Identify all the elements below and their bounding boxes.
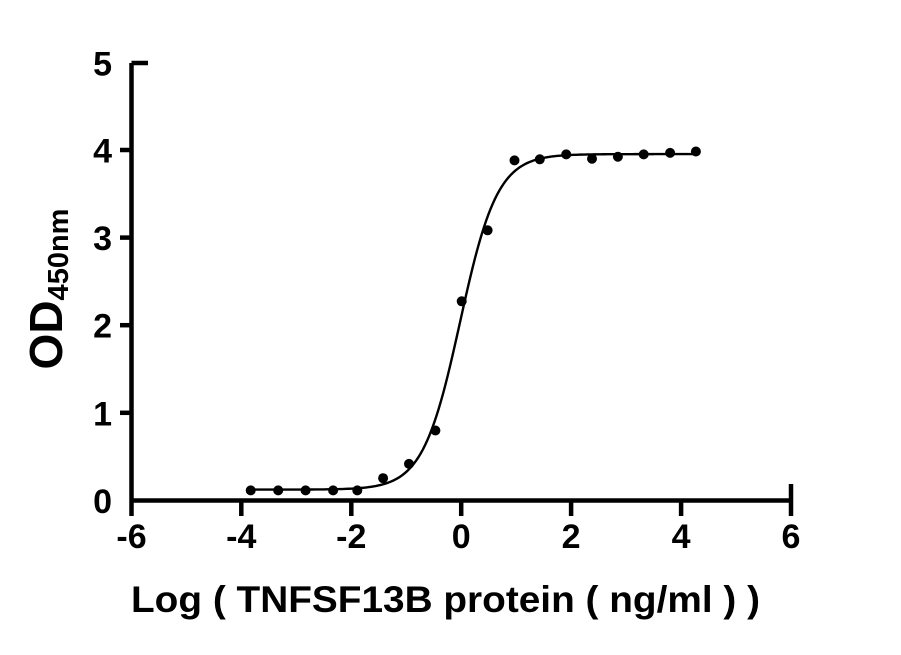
svg-text:0: 0 xyxy=(452,518,471,556)
svg-text:2: 2 xyxy=(562,518,581,556)
svg-text:0: 0 xyxy=(93,483,112,521)
svg-text:3: 3 xyxy=(93,220,112,258)
svg-text:OD450nm: OD450nm xyxy=(20,209,75,370)
svg-text:2: 2 xyxy=(93,308,112,346)
svg-text:6: 6 xyxy=(782,518,801,556)
svg-text:Log ( TNFSF13B protein ( ng/ml: Log ( TNFSF13B protein ( ng/ml ) ) xyxy=(131,579,760,620)
svg-text:-6: -6 xyxy=(116,518,146,556)
svg-text:4: 4 xyxy=(672,518,691,556)
svg-text:-2: -2 xyxy=(336,518,366,556)
svg-text:4: 4 xyxy=(93,133,112,171)
svg-text:5: 5 xyxy=(93,46,112,84)
svg-text:1: 1 xyxy=(93,395,112,433)
svg-text:-4: -4 xyxy=(226,518,256,556)
